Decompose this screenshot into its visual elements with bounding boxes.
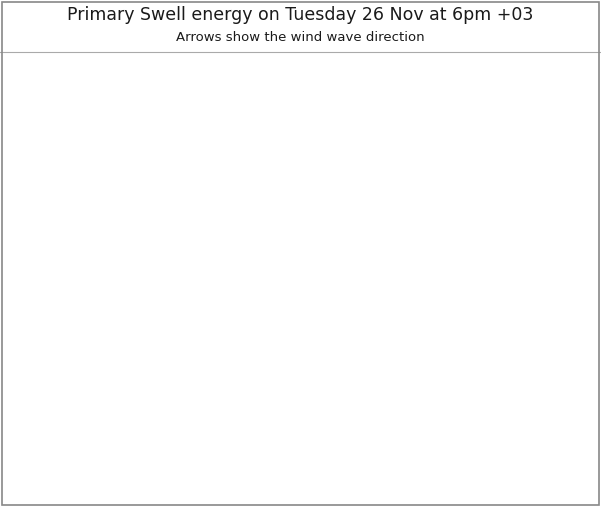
Text: Primary Swell energy on Tuesday 26 Nov at 6pm +03: Primary Swell energy on Tuesday 26 Nov a… bbox=[67, 6, 534, 24]
Text: Arrows show the wind wave direction: Arrows show the wind wave direction bbox=[176, 31, 425, 45]
